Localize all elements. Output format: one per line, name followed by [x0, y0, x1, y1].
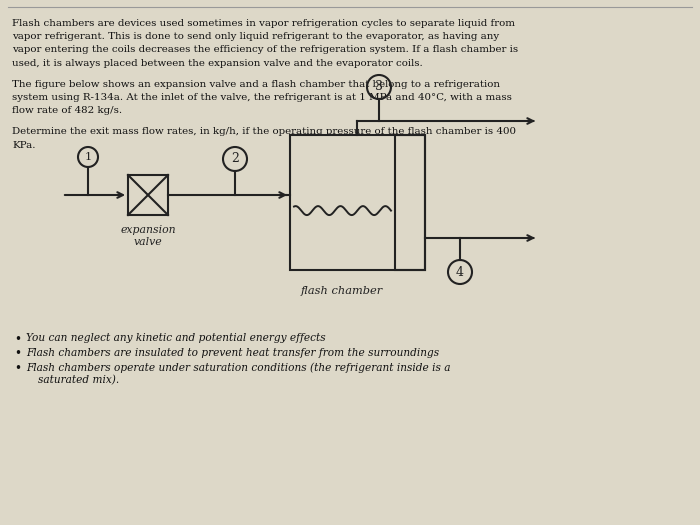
Text: vapor refrigerant. This is done to send only liquid refrigerant to the evaporato: vapor refrigerant. This is done to send … [12, 32, 499, 41]
Text: Flash chambers operate under saturation conditions (the refrigerant inside is a: Flash chambers operate under saturation … [26, 362, 451, 373]
Text: 2: 2 [231, 152, 239, 165]
Text: The figure below shows an expansion valve and a flash chamber that belong to a r: The figure below shows an expansion valv… [12, 80, 500, 89]
Text: vapor entering the coils decreases the efficiency of the refrigeration system. I: vapor entering the coils decreases the e… [12, 45, 518, 55]
Text: expansion
valve: expansion valve [120, 225, 176, 247]
Text: •: • [14, 348, 21, 361]
Text: Flash chambers are insulated to prevent heat transfer from the surroundings: Flash chambers are insulated to prevent … [26, 348, 439, 358]
Text: flow rate of 482 kg/s.: flow rate of 482 kg/s. [12, 106, 122, 115]
Text: saturated mix).: saturated mix). [38, 374, 119, 385]
Text: 3: 3 [375, 80, 383, 93]
Text: system using R-134a. At the inlet of the valve, the refrigerant is at 1 MPa and : system using R-134a. At the inlet of the… [12, 93, 512, 102]
Text: used, it is always placed between the expansion valve and the evaporator coils.: used, it is always placed between the ex… [12, 59, 423, 68]
Text: 1: 1 [85, 152, 92, 162]
Text: •: • [14, 362, 21, 375]
Text: •: • [14, 333, 21, 346]
Text: Flash chambers are devices used sometimes in vapor refrigeration cycles to separ: Flash chambers are devices used sometime… [12, 19, 515, 28]
Text: KPa.: KPa. [12, 141, 36, 150]
Text: You can neglect any kinetic and potential energy effects: You can neglect any kinetic and potentia… [26, 333, 326, 343]
Text: Determine the exit mass flow rates, in kg/h, if the operating pressure of the fl: Determine the exit mass flow rates, in k… [12, 128, 516, 136]
Text: flash chamber: flash chamber [301, 286, 383, 296]
Text: 4: 4 [456, 266, 464, 278]
